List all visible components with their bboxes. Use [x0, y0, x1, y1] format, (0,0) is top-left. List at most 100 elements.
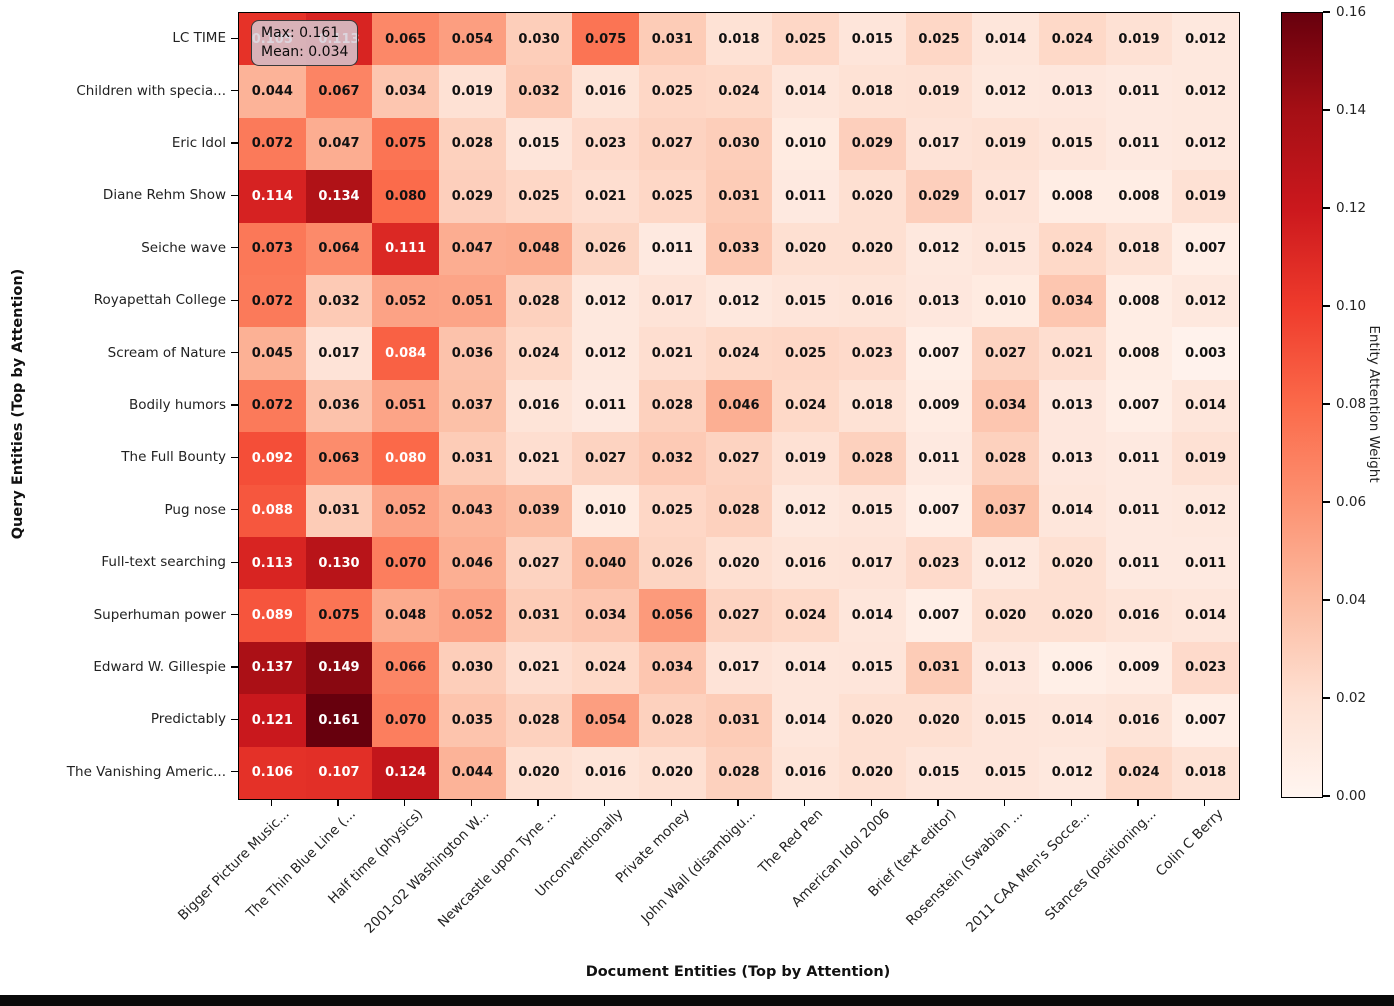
heatmap-cell: 0.023: [1172, 641, 1239, 695]
y-tick-label: LC TIME: [172, 30, 226, 47]
heatmap-cell: 0.018: [1105, 222, 1173, 275]
x-tick-label: 2001-02 Washington W...: [361, 806, 493, 937]
heatmap-cell: 0.052: [438, 589, 506, 642]
heatmap-cell: 0.031: [438, 432, 506, 485]
heatmap-cell: 0.011: [1105, 65, 1173, 118]
heatmap-cell: 0.034: [572, 589, 639, 642]
heatmap-cell: 0.036: [438, 327, 506, 380]
heatmap-cell: 0.025: [638, 170, 706, 223]
heatmap-cell: 0.045: [239, 327, 306, 380]
heatmap-cell: 0.016: [572, 65, 639, 118]
heatmap-cell: 0.014: [1038, 484, 1106, 537]
heatmap-cell: 0.025: [905, 13, 973, 66]
heatmap-cell: 0.052: [372, 484, 439, 537]
heatmap-cell: 0.012: [572, 327, 639, 380]
y-tick-label: Seiche wave: [141, 239, 226, 256]
y-tick-mark: [231, 613, 238, 616]
y-tick-label: Scream of Nature: [107, 344, 226, 361]
colorbar-tick-mark: [1323, 109, 1330, 111]
heatmap-cell: 0.080: [372, 432, 439, 485]
heatmap-cell: 0.019: [438, 65, 506, 118]
y-tick-label: Pug nose: [164, 501, 226, 518]
heatmap-cell: 0.012: [1172, 275, 1239, 328]
heatmap-cell: 0.014: [772, 65, 839, 118]
heatmap-cell: 0.007: [1172, 694, 1239, 747]
heatmap-cell: 0.031: [305, 484, 373, 537]
colorbar-tick-label: 0.10: [1336, 298, 1367, 314]
colorbar-tick-label: 0.04: [1336, 592, 1367, 608]
heatmap-cell: 0.029: [438, 170, 506, 223]
heatmap-cell: 0.017: [705, 641, 773, 695]
heatmap-cell: 0.030: [705, 117, 773, 171]
y-tick-label: The Vanishing Americ...: [66, 763, 226, 780]
heatmap-cell: 0.028: [705, 484, 773, 537]
heatmap-cell: 0.014: [1172, 589, 1239, 642]
heatmap-cell: 0.020: [838, 170, 906, 223]
heatmap-cell: 0.020: [905, 694, 973, 747]
heatmap-cell: 0.012: [1038, 746, 1106, 799]
heatmap-cell: 0.035: [438, 694, 506, 747]
heatmap-cell: 0.048: [372, 589, 439, 642]
x-tick-label: John Wall (disambigu...: [638, 806, 760, 927]
y-tick-label: Edward W. Gillespie: [93, 659, 226, 675]
heatmap-cell: 0.011: [1105, 537, 1173, 590]
heatmap-cell: 0.025: [638, 484, 706, 537]
y-tick-label: Diane Rehm Show: [102, 187, 226, 204]
heatmap-cell: 0.047: [438, 222, 506, 275]
heatmap-cell: 0.031: [705, 170, 773, 223]
y-tick-label: Children with specia...: [76, 82, 226, 99]
y-tick-mark: [231, 89, 238, 92]
x-tick-mark: [737, 799, 739, 806]
heatmap-cell: 0.021: [1038, 327, 1106, 380]
heatmap-cell: 0.015: [838, 13, 906, 66]
heatmap-cell: 0.014: [1172, 379, 1239, 433]
colorbar-tick-label: 0.06: [1336, 494, 1367, 510]
heatmap-cell: 0.019: [1172, 170, 1239, 223]
heatmap-cell: 0.021: [638, 327, 706, 380]
heatmap-cell: 0.024: [505, 327, 573, 380]
heatmap-cell: 0.017: [305, 327, 373, 380]
colorbar-tick-label: 0.02: [1336, 690, 1367, 706]
heatmap-cell: 0.047: [305, 117, 373, 171]
heatmap-cell: 0.054: [438, 13, 506, 66]
heatmap-cell: 0.011: [905, 432, 973, 485]
x-tick-label: 2011 CAA Men's Socce...: [962, 806, 1093, 936]
heatmap-cell: 0.015: [772, 275, 839, 328]
heatmap-cell: 0.015: [972, 222, 1039, 275]
heatmap-cell: 0.106: [239, 746, 306, 799]
heatmap-cell: 0.015: [905, 746, 973, 799]
y-tick-label: Full-text searching: [101, 554, 226, 571]
heatmap-cell: 0.161: [305, 694, 373, 747]
heatmap-cell: 0.034: [372, 65, 439, 118]
x-tick-mark: [1203, 799, 1206, 806]
heatmap-cell: 0.027: [505, 537, 573, 590]
heatmap-cell: 0.107: [305, 746, 373, 799]
heatmap-cell: 0.014: [972, 13, 1039, 66]
heatmap-cell: 0.019: [1105, 13, 1173, 66]
colorbar-tick-mark: [1323, 207, 1330, 209]
heatmap-cell: 0.031: [705, 694, 773, 747]
heatmap-cell: 0.025: [772, 327, 839, 380]
heatmap-cell: 0.028: [505, 694, 573, 747]
heatmap-cell: 0.031: [505, 589, 573, 642]
heatmap-cell: 0.015: [838, 641, 906, 695]
heatmap-cell: 0.011: [1172, 537, 1239, 590]
heatmap-cell: 0.020: [838, 222, 906, 275]
heatmap-cell: 0.040: [572, 537, 639, 590]
heatmap-cell: 0.024: [772, 589, 839, 642]
heatmap-cell: 0.012: [1172, 13, 1239, 66]
heatmap-cell: 0.017: [838, 537, 906, 590]
heatmap-cell: 0.019: [772, 432, 839, 485]
x-tick-mark: [670, 799, 673, 806]
heatmap-cell: 0.020: [972, 589, 1039, 642]
heatmap-cell: 0.003: [1172, 327, 1239, 380]
heatmap-cell: 0.012: [572, 275, 639, 328]
heatmap-cell: 0.084: [372, 327, 439, 380]
y-tick-mark: [231, 771, 238, 773]
heatmap-cell: 0.034: [1038, 275, 1106, 328]
heatmap-cell: 0.017: [905, 117, 973, 171]
heatmap-cell: 0.015: [838, 484, 906, 537]
heatmap-cell: 0.019: [905, 65, 973, 118]
window-bottom-edge: [0, 995, 1394, 1006]
x-tick-label: The Thin Blue Line (...: [243, 806, 360, 922]
